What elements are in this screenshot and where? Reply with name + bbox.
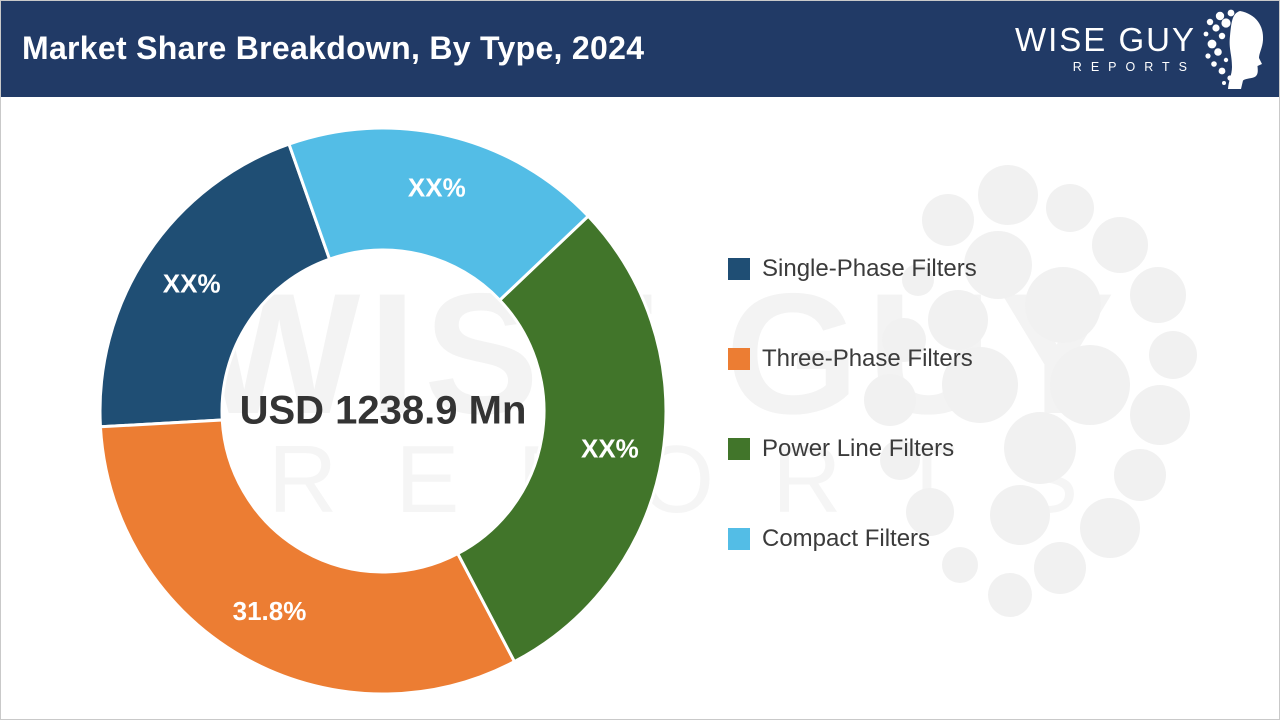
slice-label-1: 31.8% bbox=[233, 596, 307, 626]
legend-label: Compact Filters bbox=[762, 525, 931, 552]
legend-swatch-compact bbox=[728, 528, 750, 550]
chart-legend: Single-Phase Filters Three-Phase Filters… bbox=[728, 254, 977, 554]
slice-label-3: XX% bbox=[408, 172, 466, 202]
brand-face-icon bbox=[1203, 9, 1264, 89]
legend-item-single-phase: Single-Phase Filters bbox=[728, 254, 977, 284]
slice-label-0: XX% bbox=[163, 268, 221, 298]
pie-slice-1 bbox=[98, 418, 517, 696]
brand-logo-text: WISE GUY REPORTS bbox=[1014, 20, 1196, 75]
legend-label: Three-Phase Filters bbox=[762, 345, 973, 372]
legend-item-three-phase: Three-Phase Filters bbox=[728, 344, 977, 374]
header-bar: Market Share Breakdown, By Type, 2024 WI… bbox=[0, 0, 1280, 97]
slice-label-2: XX% bbox=[581, 434, 639, 464]
legend-swatch-three-phase bbox=[728, 348, 750, 370]
pie-slice-0 bbox=[98, 142, 332, 429]
chart-center-value: USD 1238.9 Mn bbox=[239, 388, 527, 433]
legend-label: Power Line Filters bbox=[762, 435, 955, 462]
legend-label: Single-Phase Filters bbox=[762, 255, 977, 282]
legend-swatch-single-phase bbox=[728, 258, 750, 280]
brand-subtitle: REPORTS bbox=[1072, 60, 1196, 75]
brand-logo: WISE GUY REPORTS bbox=[1015, 8, 1280, 90]
pie-slice-2 bbox=[455, 213, 668, 664]
pie-slice-3 bbox=[287, 126, 591, 303]
brand-name: WISE GUY bbox=[1014, 20, 1196, 58]
legend-item-power-line: Power Line Filters bbox=[728, 434, 977, 464]
legend-item-compact: Compact Filters bbox=[728, 524, 977, 554]
legend-swatch-power-line bbox=[728, 438, 750, 460]
watermark-dotted-head bbox=[864, 165, 1197, 617]
page-title: Market Share Breakdown, By Type, 2024 bbox=[22, 30, 645, 66]
